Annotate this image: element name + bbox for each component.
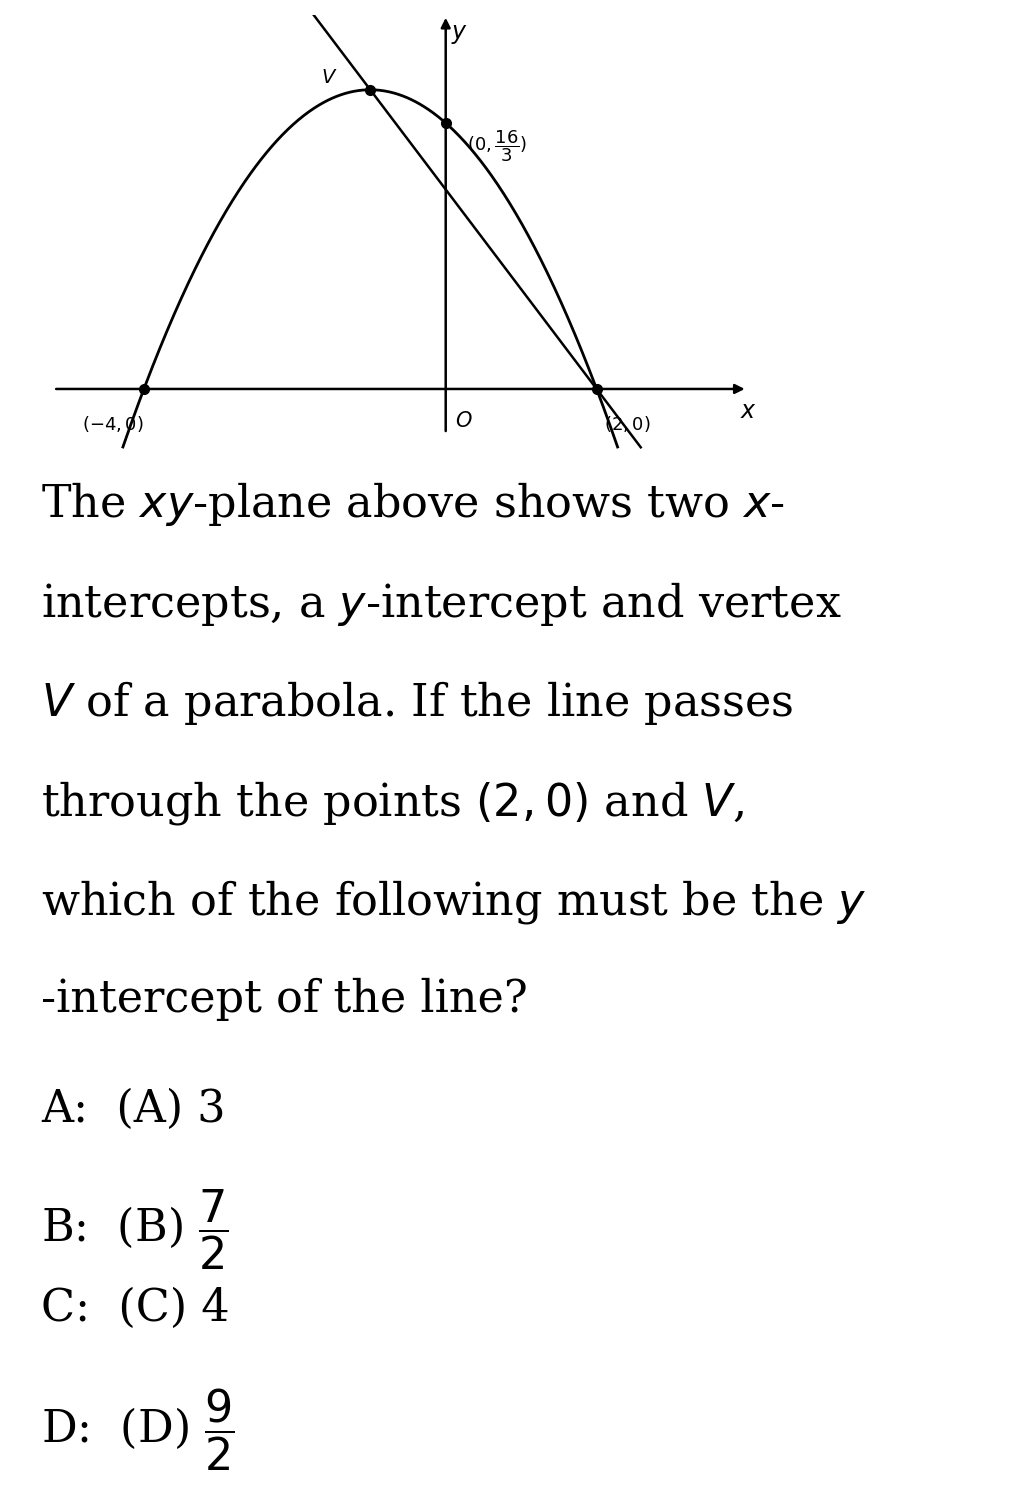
Text: $x$: $x$	[740, 399, 757, 423]
Text: $y$: $y$	[451, 22, 468, 46]
Text: intercepts, a $y$-intercept and vertex: intercepts, a $y$-intercept and vertex	[41, 579, 842, 628]
Text: $(2,0)$: $(2,0)$	[604, 414, 651, 434]
Text: B:  (B) $\dfrac{7}{2}$: B: (B) $\dfrac{7}{2}$	[41, 1188, 228, 1272]
Text: $V$: $V$	[321, 69, 337, 87]
Text: $V$ of a parabola. If the line passes: $V$ of a parabola. If the line passes	[41, 679, 794, 727]
Text: $O$: $O$	[455, 411, 472, 431]
Text: -intercept of the line?: -intercept of the line?	[41, 978, 527, 1020]
Text: $(-4,0)$: $(-4,0)$	[82, 414, 144, 434]
Text: which of the following must be the $y$: which of the following must be the $y$	[41, 878, 866, 926]
Text: The $xy$-plane above shows two $x$-: The $xy$-plane above shows two $x$-	[41, 480, 785, 528]
Text: A:  (A) 3: A: (A) 3	[41, 1088, 225, 1131]
Text: through the points $(2, 0)$ and $V$,: through the points $(2, 0)$ and $V$,	[41, 778, 743, 827]
Text: C:  (C) 4: C: (C) 4	[41, 1287, 229, 1330]
Text: D:  (D) $\dfrac{9}{2}$: D: (D) $\dfrac{9}{2}$	[41, 1387, 234, 1474]
Text: $(0,\dfrac{16}{3})$: $(0,\dfrac{16}{3})$	[467, 129, 527, 163]
